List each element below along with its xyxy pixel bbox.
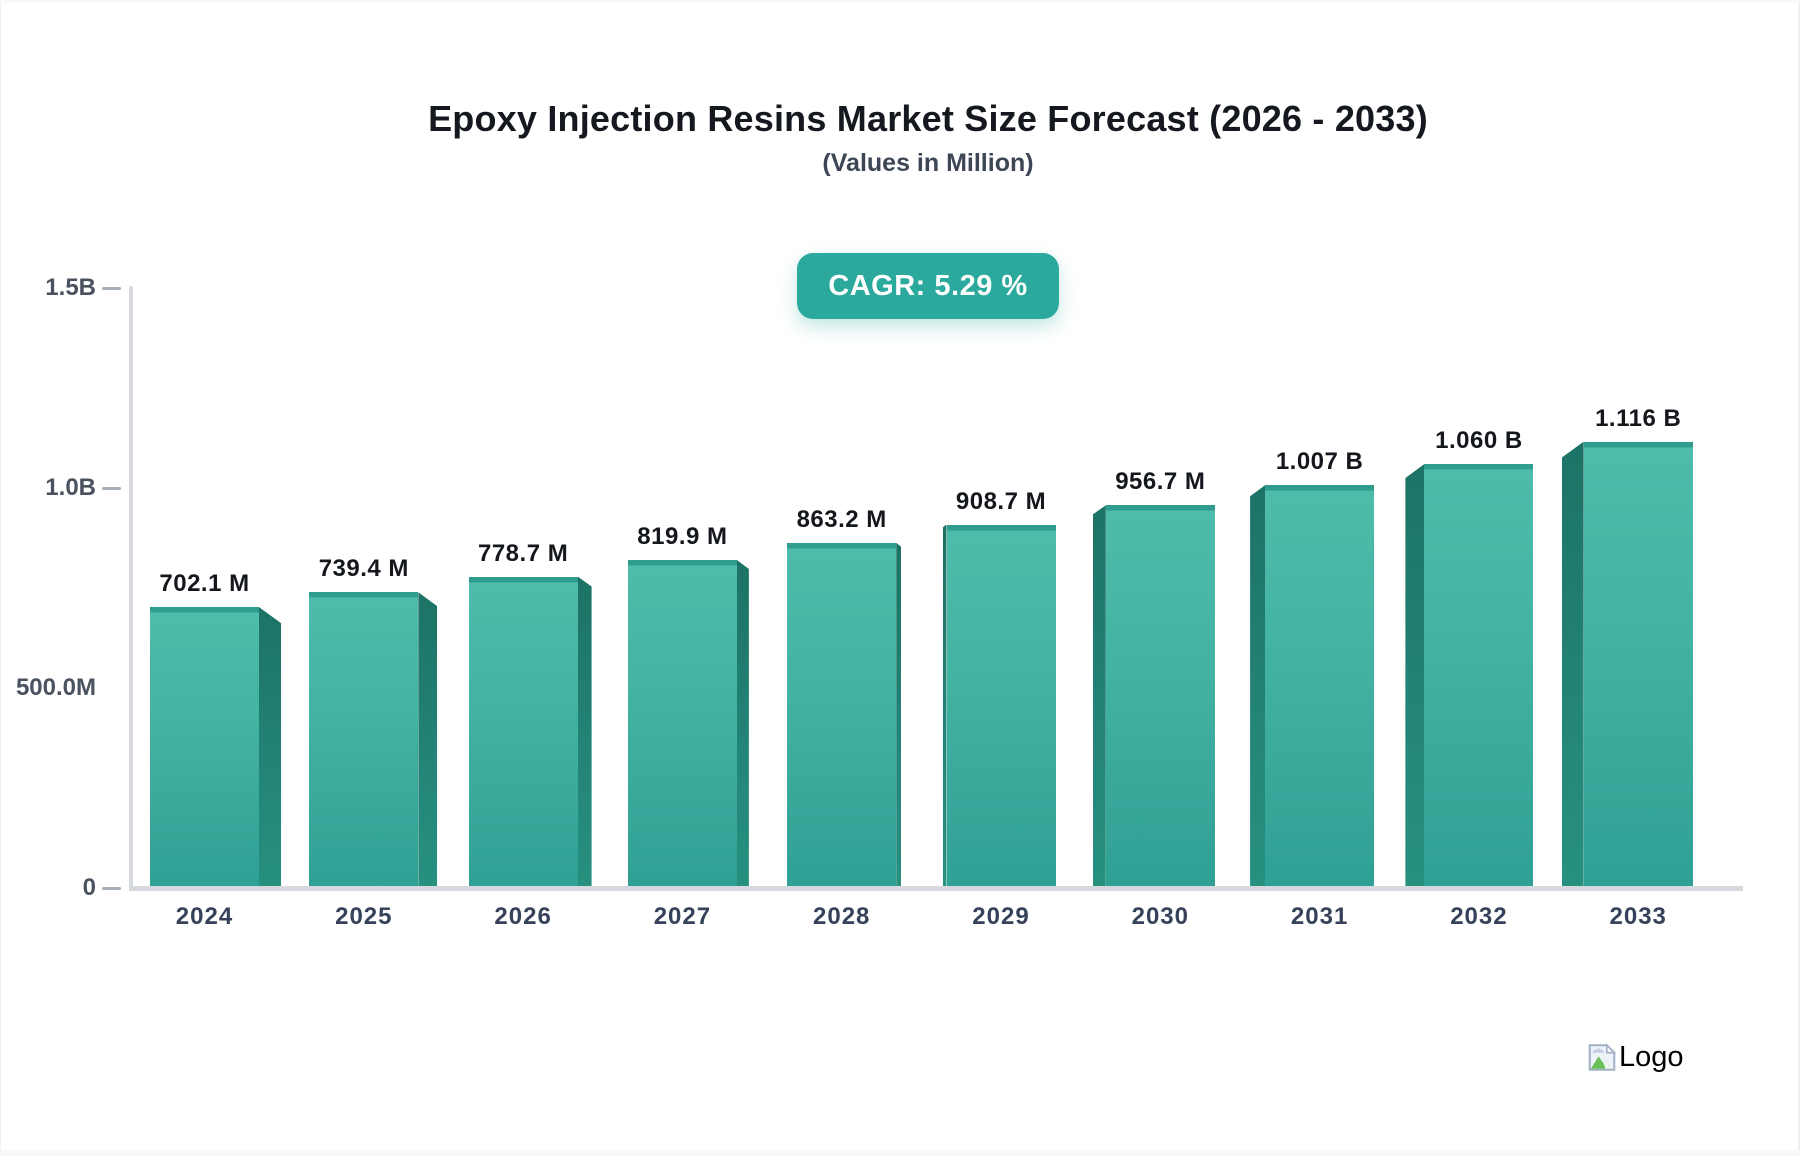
x-label-2026: 2026 <box>494 903 552 930</box>
y-tick-label-1.5B: 1.5B <box>45 274 96 301</box>
x-label-2030: 2030 <box>1131 903 1189 930</box>
bar-2026 <box>468 576 578 888</box>
x-label-2031: 2031 <box>1290 903 1349 930</box>
broken-image-icon <box>1588 1042 1617 1071</box>
y-tick-label-1.0B: 1.0B <box>45 474 96 501</box>
x-label-2027: 2027 <box>653 903 712 930</box>
cagr-badge: CAGR: 5.29 % <box>797 253 1059 319</box>
bar-side-2026 <box>577 576 592 888</box>
bar-side-2028 <box>896 542 902 888</box>
bar-2025 <box>309 592 419 888</box>
x-label-2024: 2024 <box>175 903 234 930</box>
value-label-2028: 863.2 M <box>796 505 887 533</box>
page-title: Epoxy Injection Resins Market Size Forec… <box>428 98 1428 139</box>
value-label-2033: 1.116 B <box>1595 404 1682 432</box>
bar-side-2024 <box>259 607 281 888</box>
y-tick-dash-1.5B <box>102 286 121 290</box>
value-label-2029: 908.7 M <box>955 487 1047 515</box>
bar-side-2033 <box>1561 441 1584 888</box>
x-label-2029: 2029 <box>972 903 1030 930</box>
x-label-2025: 2025 <box>335 903 393 930</box>
bar-side-2027 <box>736 560 749 888</box>
bar-side-2030 <box>1092 505 1106 888</box>
value-label-2027: 819.9 M <box>637 523 728 551</box>
bar-side-2031 <box>1250 485 1266 888</box>
y-axis-line <box>129 286 133 890</box>
bar-2030 <box>1105 505 1215 888</box>
logo: Logo <box>1586 1040 1684 1074</box>
bar-side-2032 <box>1405 464 1425 888</box>
y-tick-dash-1.0B <box>102 486 121 490</box>
y-tick-label-500.0M: 500.0M <box>15 674 96 701</box>
chart-header: Epoxy Injection Resins Market Size Forec… <box>56 0 1800 319</box>
bar-2033 <box>1583 441 1693 888</box>
value-label-2026: 778.7 M <box>477 539 569 567</box>
value-label-2024: 702.1 M <box>159 570 250 598</box>
bar-2028 <box>787 542 897 888</box>
bar-2029 <box>946 524 1056 888</box>
value-label-2025: 739.4 M <box>318 555 409 583</box>
bar-side-2029 <box>942 524 947 888</box>
x-label-2032: 2032 <box>1450 903 1508 930</box>
value-label-2031: 1.007 B <box>1275 448 1364 476</box>
x-axis-line <box>129 886 1743 891</box>
value-label-2030: 956.7 M <box>1115 468 1206 496</box>
bar-2031 <box>1265 485 1375 888</box>
logo-text: Logo <box>1619 1041 1684 1073</box>
y-tick-label-0: 0 <box>82 874 96 901</box>
value-label-2032: 1.060 B <box>1435 427 1523 454</box>
bar-side-2025 <box>418 592 438 888</box>
y-tick-dash-0 <box>102 886 121 890</box>
x-label-2033: 2033 <box>1609 903 1667 930</box>
x-label-2028: 2028 <box>812 903 871 930</box>
bar-2032 <box>1424 464 1534 888</box>
chart-subtitle: (Values in Million) <box>822 149 1034 177</box>
bar-2027 <box>627 560 737 888</box>
bar-2024 <box>150 607 259 888</box>
